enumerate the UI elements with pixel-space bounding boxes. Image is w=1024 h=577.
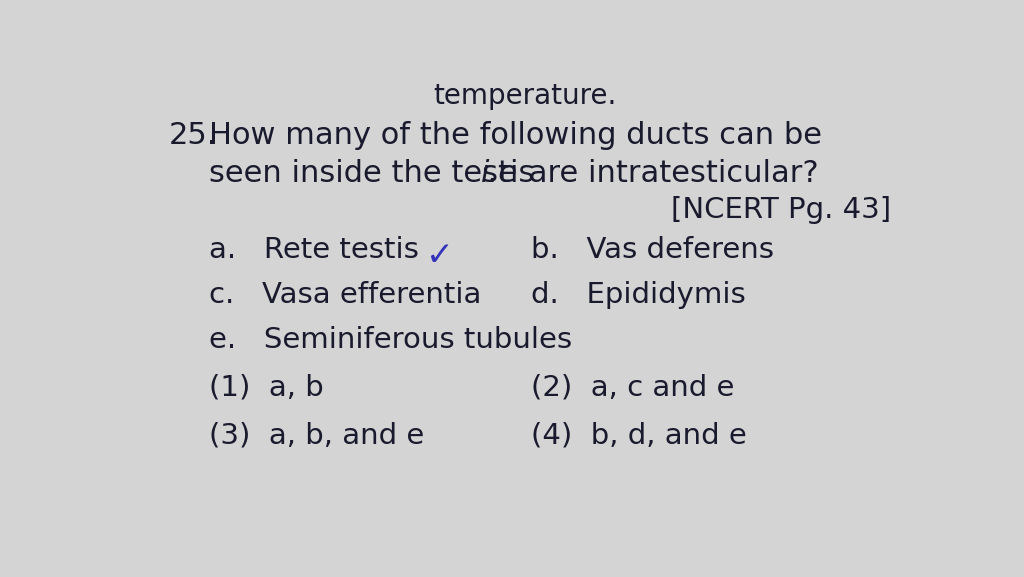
Text: c.   Vasa efferentia: c. Vasa efferentia xyxy=(209,281,481,309)
Text: e.   Seminiferous tubules: e. Seminiferous tubules xyxy=(209,325,572,354)
Text: b.   Vas deferens: b. Vas deferens xyxy=(531,237,774,264)
Text: i.e: i.e xyxy=(480,159,517,188)
Text: (3)  a, b, and e: (3) a, b, and e xyxy=(209,421,425,449)
Text: (1)  a, b: (1) a, b xyxy=(209,373,325,402)
Text: seen inside the testis: seen inside the testis xyxy=(209,159,545,188)
Text: d.   Epididymis: d. Epididymis xyxy=(531,281,745,309)
Text: ✓: ✓ xyxy=(426,239,455,272)
Text: 25.: 25. xyxy=(168,121,217,150)
Text: temperature.: temperature. xyxy=(433,83,616,110)
Text: are intratesticular?: are intratesticular? xyxy=(519,159,819,188)
Text: (4)  b, d, and e: (4) b, d, and e xyxy=(531,421,746,449)
Text: How many of the following ducts can be: How many of the following ducts can be xyxy=(209,121,822,150)
Text: a.   Rete testis: a. Rete testis xyxy=(209,237,419,264)
Text: [NCERT Pg. 43]: [NCERT Pg. 43] xyxy=(672,196,891,224)
Text: (2)  a, c and e: (2) a, c and e xyxy=(531,373,734,402)
